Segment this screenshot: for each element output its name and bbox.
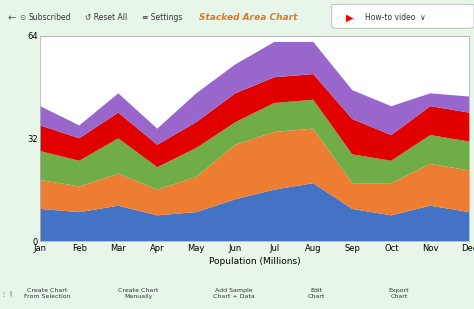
- Text: ↺ Reset All: ↺ Reset All: [85, 13, 128, 22]
- Text: ←: ←: [7, 13, 15, 23]
- Text: |: |: [9, 291, 11, 296]
- Text: How-to video  ∨: How-to video ∨: [365, 13, 426, 22]
- FancyBboxPatch shape: [332, 4, 474, 28]
- Text: Export
Chart: Export Chart: [389, 288, 410, 299]
- Text: Stacked Area Chart: Stacked Area Chart: [199, 13, 298, 22]
- X-axis label: Population (Millions): Population (Millions): [209, 257, 301, 266]
- Text: Edit
Chart: Edit Chart: [308, 288, 326, 299]
- Text: ▶: ▶: [346, 13, 354, 23]
- Text: Add Sample
Chart + Data: Add Sample Chart + Data: [213, 288, 255, 299]
- Text: Create Chart
Manually: Create Chart Manually: [118, 288, 159, 299]
- Text: ≡ Settings: ≡ Settings: [142, 13, 182, 22]
- Text: Create Chart
From Selection: Create Chart From Selection: [24, 288, 70, 299]
- Text: Subscribed: Subscribed: [28, 13, 71, 22]
- Text: ⋮: ⋮: [0, 291, 6, 296]
- Text: ⊙: ⊙: [19, 13, 25, 22]
